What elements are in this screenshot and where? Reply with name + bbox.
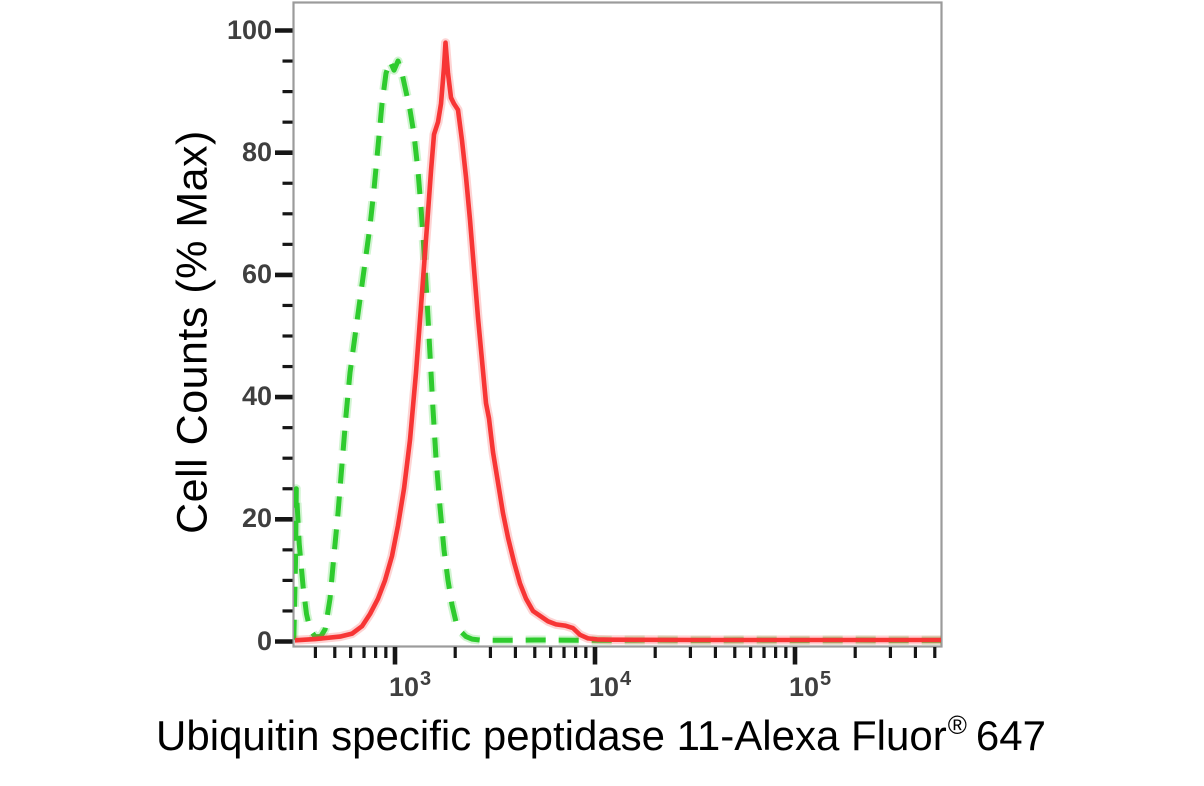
green-dashed-histogram xyxy=(294,58,941,643)
x-axis-title: Ubiquitin specific peptidase 11-Alexa Fl… xyxy=(156,710,1046,760)
y-tick-label: 40 xyxy=(241,381,272,412)
x-tick-label: 105 xyxy=(789,668,832,702)
y-tick-label: 20 xyxy=(241,503,272,534)
x-tick-label: 104 xyxy=(589,668,632,702)
y-tick-label: 100 xyxy=(226,14,272,45)
y-tick-label: 80 xyxy=(241,136,272,167)
y-tick-label: 60 xyxy=(241,258,272,289)
x-axis-title-suffix: 647 xyxy=(975,712,1046,759)
y-axis-title: Cell Counts (% Max) xyxy=(168,130,217,534)
plot-border xyxy=(292,1,943,648)
x-tick-label: 103 xyxy=(389,668,432,702)
x-axis-title-main: Ubiquitin specific peptidase 11-Alexa Fl… xyxy=(156,712,947,759)
red-solid-histogram xyxy=(294,40,941,643)
y-tick-label: 0 xyxy=(256,625,272,656)
registered-trademark-symbol: ® xyxy=(947,710,967,740)
